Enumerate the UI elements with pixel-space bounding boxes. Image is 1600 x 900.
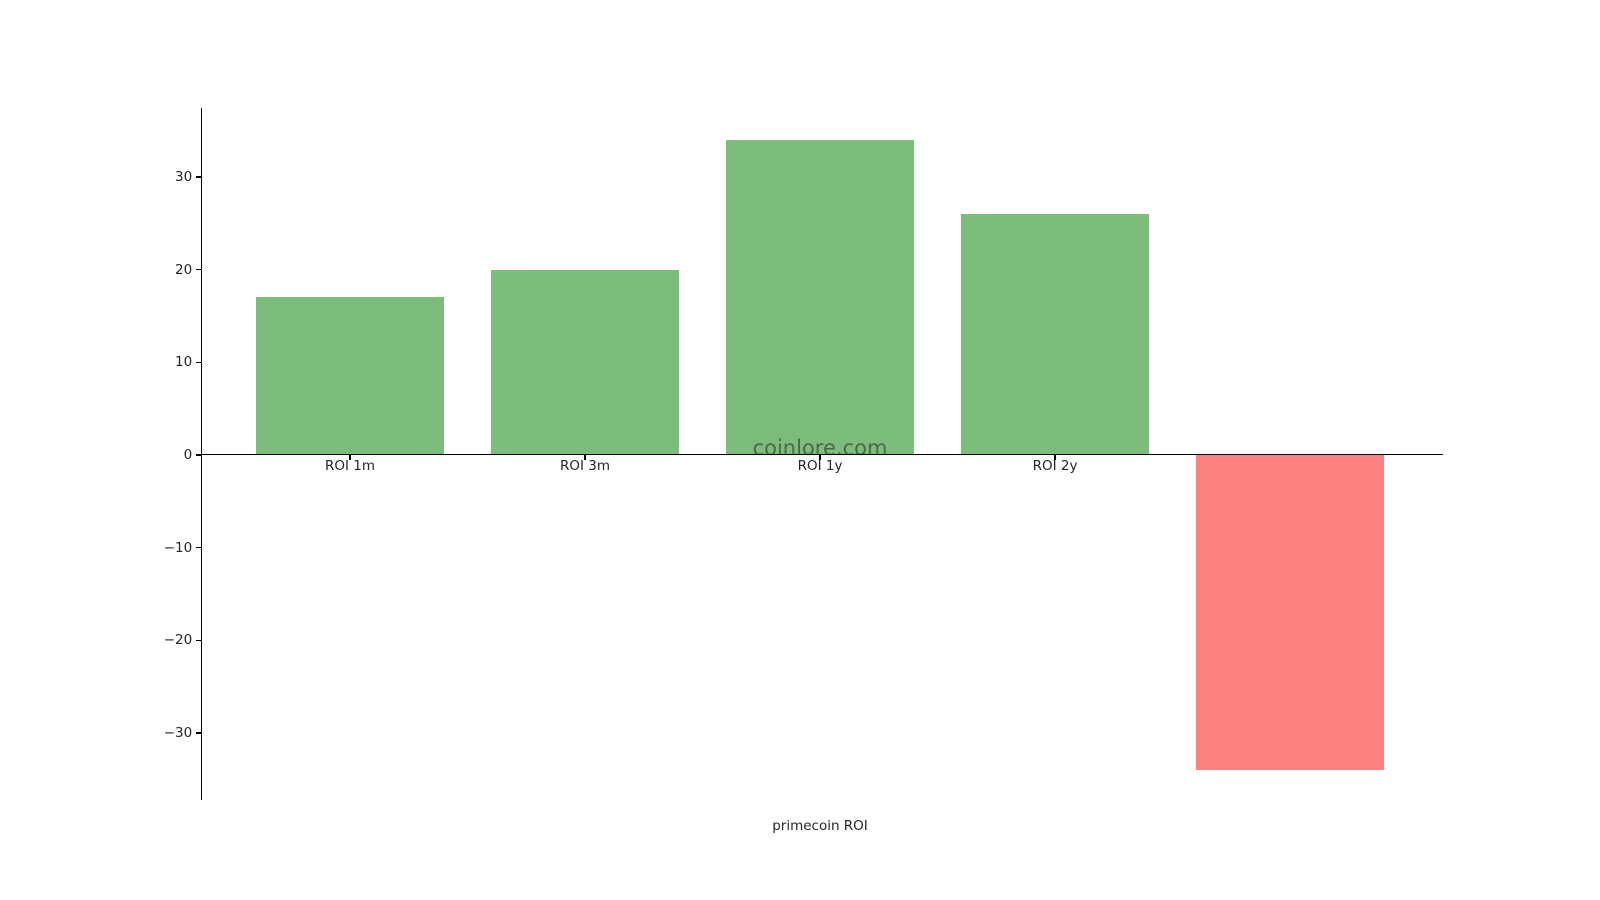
y-tick-mark (196, 361, 201, 363)
y-tick-label: −20 (163, 632, 193, 649)
bar-roi-2y (961, 214, 1149, 455)
x-tick-mark (1054, 455, 1056, 460)
watermark-text: coinlore.com (752, 436, 888, 460)
bar-roi-1m (256, 297, 444, 455)
y-tick-label: 0 (183, 447, 193, 463)
y-tick-mark (196, 269, 201, 271)
x-axis-title: primecoin ROI (772, 818, 868, 834)
x-tick-label-roi-3m: ROI 3m (559, 458, 611, 474)
y-tick-label: −30 (163, 725, 193, 741)
y-tick-mark (196, 732, 201, 734)
x-tick-mark (819, 455, 821, 460)
y-tick-mark (196, 547, 201, 549)
y-tick-label: −10 (163, 539, 193, 556)
y-tick-label: 10 (175, 354, 193, 371)
x-tick-label-roi-1m: ROI 1m (324, 458, 376, 474)
x-tick-label-roi-1y: ROI 1y (797, 458, 843, 474)
y-tick-mark (196, 639, 201, 641)
x-tick-mark (349, 455, 351, 460)
y-tick-mark (196, 176, 201, 178)
y-tick-label: 20 (175, 261, 193, 278)
x-axis-line (202, 453, 1443, 455)
bar-unlabeled-5 (1196, 455, 1384, 771)
bar-roi-1y (726, 139, 914, 455)
x-tick-mark (584, 455, 586, 460)
y-axis-line (200, 108, 202, 800)
y-tick-label: 30 (175, 168, 193, 185)
bar-roi-3m (491, 269, 679, 455)
y-tick-mark (196, 454, 201, 456)
x-tick-label-roi-2y: ROI 2y (1032, 458, 1078, 474)
